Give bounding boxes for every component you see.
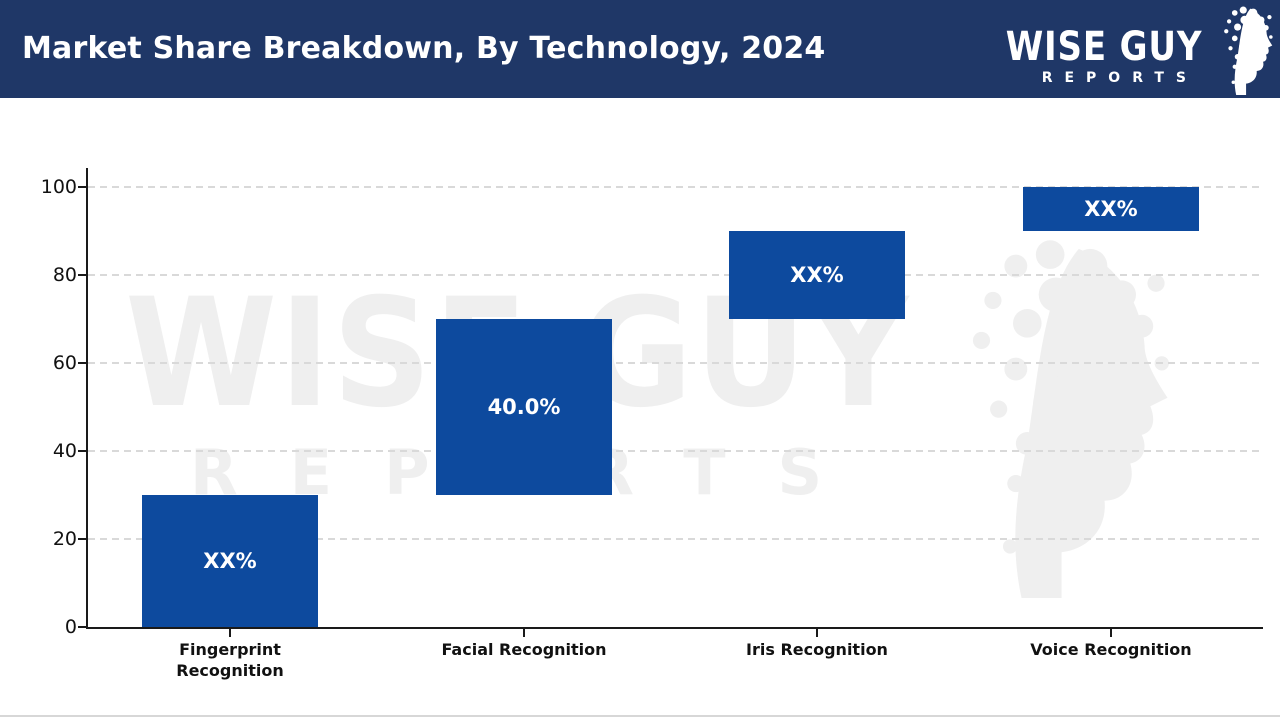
brand-name: WISE GUY bbox=[1005, 24, 1202, 70]
y-tick-mark bbox=[78, 450, 87, 452]
y-tick-mark bbox=[78, 362, 87, 364]
y-tick-mark bbox=[78, 274, 87, 276]
x-tick-label: Iris Recognition bbox=[746, 640, 888, 659]
y-tick-mark bbox=[78, 626, 87, 628]
gridline bbox=[88, 186, 1263, 188]
x-tick-label: Facial Recognition bbox=[441, 640, 607, 659]
x-axis-line bbox=[86, 627, 1263, 629]
y-tick-label: 60 bbox=[52, 352, 77, 374]
gridline bbox=[88, 362, 1263, 364]
y-tick-label: 80 bbox=[52, 264, 77, 286]
bar bbox=[729, 231, 905, 319]
header: Market Share Breakdown, By Technology, 2… bbox=[0, 0, 1280, 98]
brand-subname: REPORTS bbox=[1041, 70, 1198, 86]
y-tick-mark bbox=[78, 186, 87, 188]
watermark-head-icon bbox=[882, 226, 1184, 598]
bar bbox=[142, 495, 318, 627]
y-tick-label: 40 bbox=[52, 440, 77, 462]
brand-logo: WISE GUY REPORTS bbox=[1005, 0, 1280, 98]
bar-value-label: XX% bbox=[790, 263, 844, 287]
y-tick-mark bbox=[78, 538, 87, 540]
y-tick-label: 20 bbox=[52, 528, 77, 550]
y-axis-line bbox=[86, 168, 88, 629]
bar bbox=[436, 319, 612, 495]
bar-value-label: XX% bbox=[203, 549, 257, 573]
x-tick-label: Voice Recognition bbox=[1030, 640, 1192, 659]
page-title: Market Share Breakdown, By Technology, 2… bbox=[22, 31, 826, 66]
x-tick-mark bbox=[1110, 629, 1112, 637]
gridline bbox=[88, 538, 1263, 540]
x-tick-mark bbox=[523, 629, 525, 637]
y-tick-label: 0 bbox=[64, 616, 77, 638]
x-tick-mark bbox=[816, 629, 818, 637]
y-tick-label: 100 bbox=[40, 176, 77, 198]
brand-head-icon bbox=[1202, 3, 1276, 95]
bar bbox=[1023, 187, 1199, 231]
gridline bbox=[88, 450, 1263, 452]
bar-value-label: XX% bbox=[1084, 197, 1138, 221]
gridline bbox=[88, 274, 1263, 276]
bar-value-label: 40.0% bbox=[487, 395, 561, 419]
x-tick-mark bbox=[229, 629, 231, 637]
bottom-border bbox=[0, 715, 1280, 717]
x-tick-label: Fingerprint Recognition bbox=[176, 640, 284, 680]
